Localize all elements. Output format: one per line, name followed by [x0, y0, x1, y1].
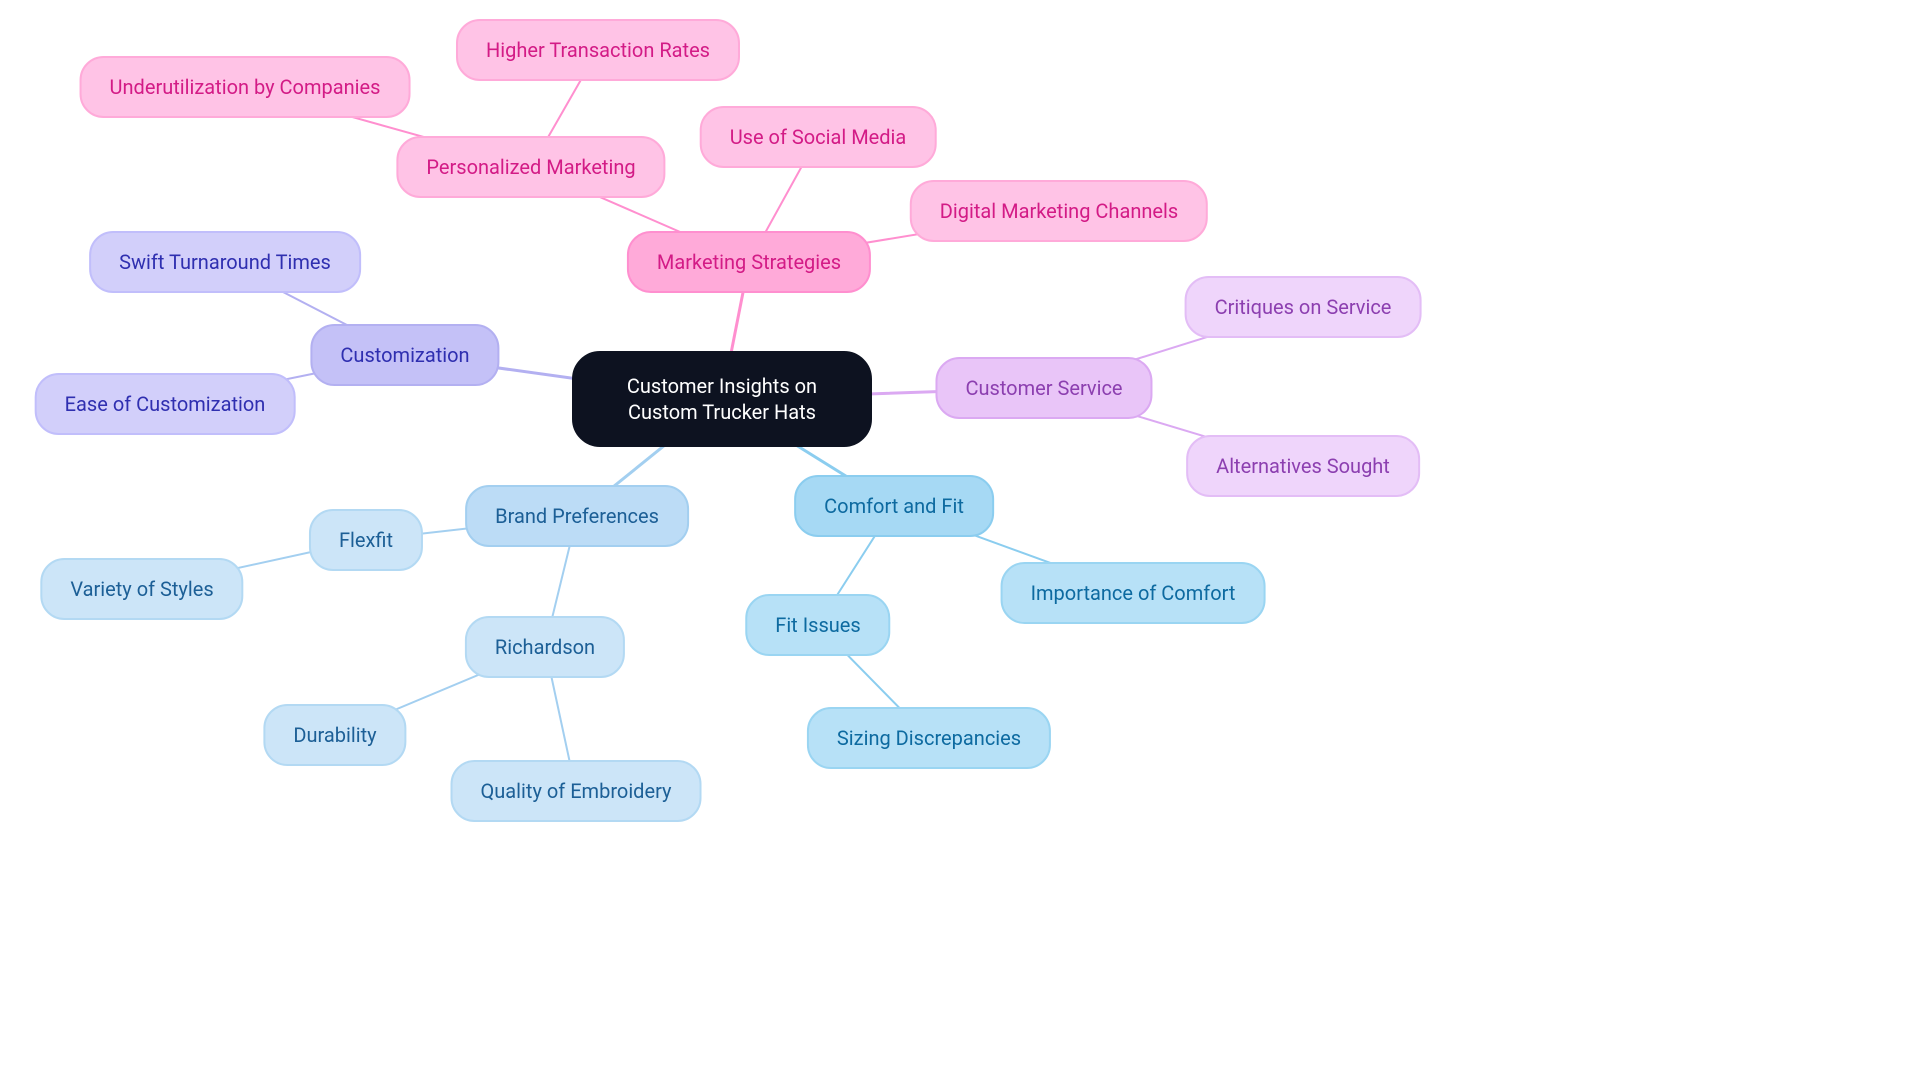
node-fitissues: Fit Issues [745, 594, 890, 656]
branch-marketing: Marketing Strategies [627, 231, 871, 293]
node-underutil: Underutilization by Companies [80, 56, 411, 118]
node-flexfit: Flexfit [309, 509, 423, 571]
node-swift: Swift Turnaround Times [89, 231, 361, 293]
branch-brand: Brand Preferences [465, 485, 689, 547]
node-ease: Ease of Customization [35, 373, 296, 435]
branch-comfort: Comfort and Fit [794, 475, 994, 537]
node-critiques: Critiques on Service [1185, 276, 1422, 338]
node-higher-trans: Higher Transaction Rates [456, 19, 740, 81]
node-alts: Alternatives Sought [1186, 435, 1420, 497]
node-personalized: Personalized Marketing [396, 136, 665, 198]
node-sizing: Sizing Discrepancies [807, 707, 1051, 769]
node-durability: Durability [263, 704, 406, 766]
edge-layer [0, 0, 1920, 1083]
node-quality: Quality of Embroidery [451, 760, 702, 822]
node-importance: Importance of Comfort [1001, 562, 1266, 624]
branch-custom: Customization [310, 324, 499, 386]
node-richardson: Richardson [465, 616, 625, 678]
node-social: Use of Social Media [700, 106, 937, 168]
node-digital: Digital Marketing Channels [910, 180, 1208, 242]
center-node: Customer Insights on Custom Trucker Hats [572, 351, 872, 447]
node-variety: Variety of Styles [40, 558, 243, 620]
branch-custserv: Customer Service [935, 357, 1152, 419]
